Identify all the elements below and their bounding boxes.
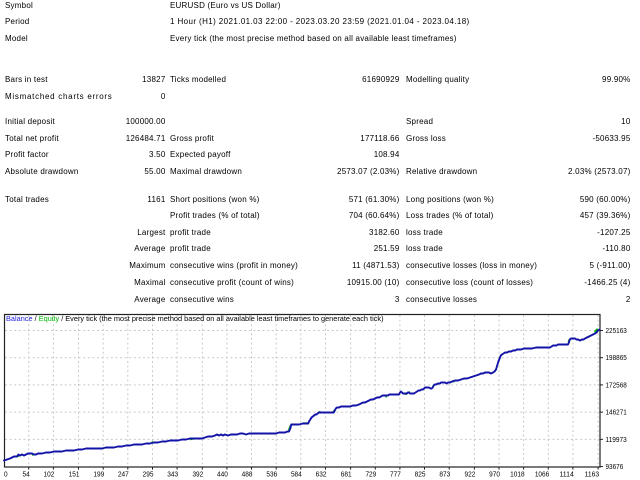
svg-text:488: 488 xyxy=(242,469,253,478)
svg-text:970: 970 xyxy=(489,469,500,478)
svg-text:102: 102 xyxy=(44,469,55,478)
svg-text:825: 825 xyxy=(415,469,426,478)
svg-text:584: 584 xyxy=(291,469,302,478)
svg-text:225163: 225163 xyxy=(606,326,627,335)
svg-text:729: 729 xyxy=(365,469,376,478)
svg-text:1066: 1066 xyxy=(535,469,549,478)
svg-text:93676: 93676 xyxy=(606,462,624,471)
svg-text:1114: 1114 xyxy=(559,469,573,478)
svg-text:247: 247 xyxy=(118,469,129,478)
svg-text:54: 54 xyxy=(22,469,29,478)
svg-text:198865: 198865 xyxy=(606,353,627,362)
svg-text:146271: 146271 xyxy=(606,408,627,417)
svg-text:0: 0 xyxy=(4,469,8,478)
svg-text:1163: 1163 xyxy=(585,469,599,478)
svg-text:777: 777 xyxy=(390,469,401,478)
svg-text:343: 343 xyxy=(167,469,178,478)
svg-text:681: 681 xyxy=(341,469,352,478)
svg-text:119973: 119973 xyxy=(606,435,627,444)
svg-text:632: 632 xyxy=(316,469,327,478)
svg-text:1018: 1018 xyxy=(510,469,524,478)
svg-text:172568: 172568 xyxy=(606,380,627,389)
svg-text:536: 536 xyxy=(266,469,277,478)
svg-text:199: 199 xyxy=(93,469,104,478)
svg-text:392: 392 xyxy=(192,469,203,478)
svg-text:151: 151 xyxy=(69,469,80,478)
svg-text:922: 922 xyxy=(465,469,476,478)
svg-text:873: 873 xyxy=(439,469,450,478)
svg-text:440: 440 xyxy=(217,469,228,478)
svg-text:295: 295 xyxy=(143,469,154,478)
